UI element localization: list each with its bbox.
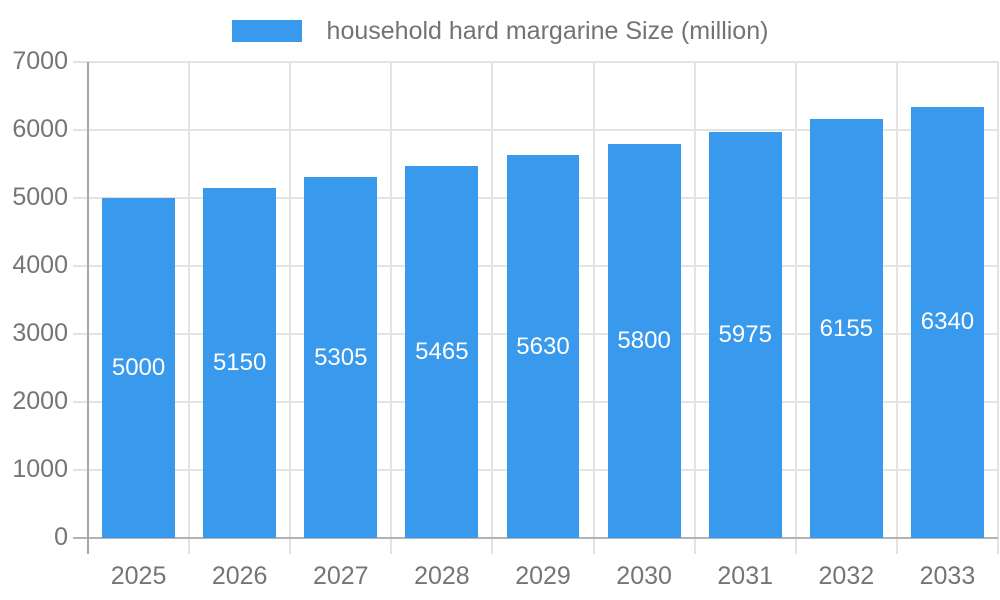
x-gridline	[289, 62, 292, 554]
bar[interactable]	[203, 187, 277, 538]
bar-value-label: 5150	[212, 348, 267, 376]
bar[interactable]	[809, 119, 883, 538]
bar-value-label: 5000	[111, 354, 166, 381]
legend-label: household hard margarine Size (million)	[326, 16, 769, 45]
x-gridline	[997, 62, 999, 554]
y-axis-line	[87, 62, 89, 554]
x-tick-label: 2031	[717, 562, 774, 590]
bar[interactable]	[405, 166, 479, 538]
x-axis-baseline	[73, 537, 998, 539]
x-gridline	[794, 62, 797, 554]
y-tick-label: 5000	[12, 182, 68, 211]
x-gridline	[491, 62, 494, 554]
x-tick-label: 2028	[414, 562, 470, 590]
bar-value-label: 6155	[819, 314, 874, 342]
bar-value-label: 6340	[920, 308, 975, 336]
x-tick-label: 2030	[616, 562, 672, 590]
x-tick-label: 2026	[211, 562, 268, 590]
bar-value-label: 5630	[516, 332, 570, 360]
bar[interactable]	[506, 155, 580, 538]
legend[interactable]: household hard margarine Size (million)	[0, 12, 1000, 50]
y-tick-label: 7000	[12, 46, 68, 75]
bar-value-label: 5800	[617, 326, 671, 354]
bar[interactable]	[304, 177, 378, 538]
x-gridline	[390, 62, 393, 554]
y-tick-label: 2000	[12, 386, 68, 415]
y-gridline	[73, 129, 998, 131]
x-tick-label: 2027	[312, 562, 369, 590]
bar[interactable]	[708, 131, 782, 538]
bar-value-label: 5465	[415, 338, 469, 366]
x-tick-label: 2033	[919, 562, 976, 590]
x-tick-label: 2032	[818, 562, 875, 590]
y-tick-label: 3000	[12, 318, 68, 347]
y-gridline	[73, 61, 998, 63]
y-tick-label: 1000	[12, 454, 68, 483]
y-tick-label: 6000	[12, 114, 68, 143]
x-gridline	[693, 62, 696, 554]
y-tick-label: 4000	[12, 250, 68, 279]
x-gridline	[188, 62, 191, 554]
bar-value-label: 5305	[314, 343, 368, 371]
x-tick-label: 2029	[515, 562, 571, 590]
y-tick-label: 0	[54, 522, 68, 551]
bar[interactable]	[911, 106, 984, 538]
legend-color-swatch	[231, 20, 302, 42]
bar-value-label: 5975	[718, 320, 772, 348]
x-tick-label: 2025	[110, 562, 167, 590]
x-gridline	[592, 62, 595, 554]
bar[interactable]	[102, 198, 175, 538]
bar[interactable]	[607, 143, 681, 538]
x-gridline	[895, 62, 898, 554]
